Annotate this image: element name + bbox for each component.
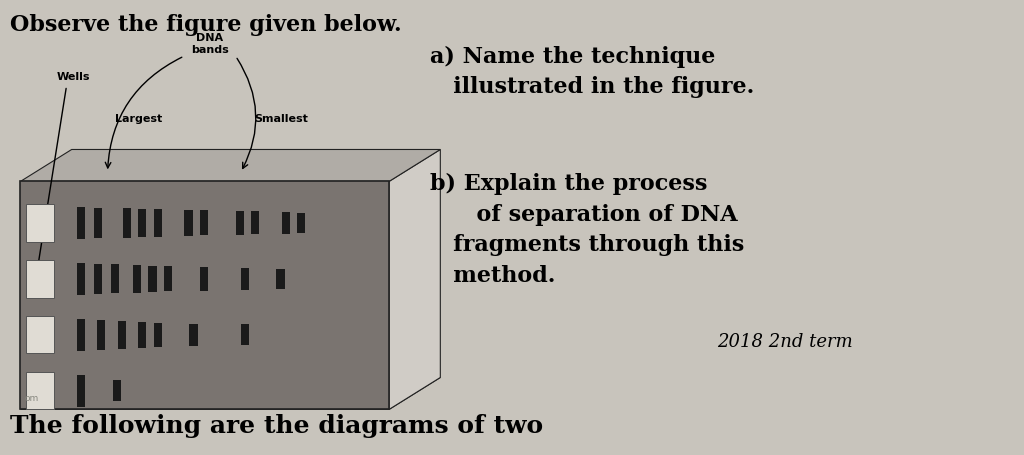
FancyBboxPatch shape (118, 321, 126, 349)
FancyBboxPatch shape (164, 267, 172, 292)
FancyBboxPatch shape (111, 265, 119, 293)
FancyBboxPatch shape (26, 316, 54, 354)
FancyBboxPatch shape (26, 372, 54, 410)
FancyBboxPatch shape (236, 212, 244, 235)
Polygon shape (20, 182, 389, 410)
FancyBboxPatch shape (184, 210, 193, 237)
FancyBboxPatch shape (138, 322, 146, 348)
Text: b) Explain the process
      of separation of DNA
   fragments through this
   m: b) Explain the process of separation of … (430, 173, 744, 286)
FancyBboxPatch shape (241, 268, 249, 290)
Polygon shape (389, 150, 440, 410)
FancyBboxPatch shape (138, 209, 146, 238)
FancyBboxPatch shape (77, 319, 85, 351)
Text: DNA
bands: DNA bands (191, 33, 228, 55)
FancyBboxPatch shape (154, 323, 162, 347)
Polygon shape (20, 150, 440, 182)
FancyBboxPatch shape (251, 212, 259, 235)
FancyBboxPatch shape (276, 269, 285, 289)
FancyBboxPatch shape (77, 207, 85, 239)
FancyBboxPatch shape (77, 263, 85, 295)
FancyBboxPatch shape (297, 213, 305, 234)
FancyBboxPatch shape (77, 375, 85, 407)
FancyBboxPatch shape (154, 210, 162, 237)
Text: Smallest: Smallest (255, 114, 308, 124)
Text: Observe the figure given below.: Observe the figure given below. (10, 14, 401, 35)
Text: Wells: Wells (56, 72, 90, 82)
FancyBboxPatch shape (200, 268, 208, 291)
FancyBboxPatch shape (94, 264, 102, 294)
FancyBboxPatch shape (26, 205, 54, 242)
FancyBboxPatch shape (148, 266, 157, 292)
Text: om: om (25, 394, 39, 402)
FancyBboxPatch shape (189, 324, 198, 346)
FancyBboxPatch shape (94, 208, 102, 239)
FancyBboxPatch shape (133, 265, 141, 293)
FancyBboxPatch shape (26, 261, 54, 298)
FancyBboxPatch shape (282, 212, 290, 234)
Polygon shape (20, 378, 440, 410)
FancyBboxPatch shape (97, 320, 105, 350)
Text: The following are the diagrams of two: The following are the diagrams of two (10, 413, 544, 437)
FancyBboxPatch shape (123, 209, 131, 238)
FancyBboxPatch shape (200, 211, 208, 236)
FancyBboxPatch shape (241, 325, 249, 345)
Text: 2018 2nd term: 2018 2nd term (717, 332, 853, 350)
FancyBboxPatch shape (113, 380, 121, 401)
Text: Largest: Largest (115, 114, 162, 124)
Text: a) Name the technique
   illustrated in the figure.: a) Name the technique illustrated in the… (430, 46, 755, 98)
